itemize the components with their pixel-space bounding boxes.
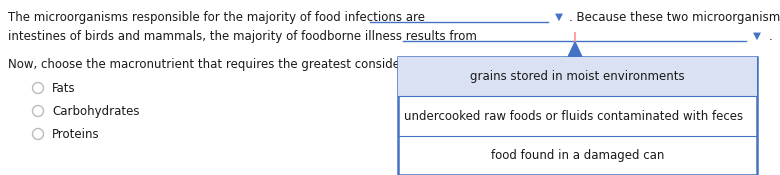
Text: intestines of birds and mammals, the majority of foodborne illness results from: intestines of birds and mammals, the maj… <box>8 30 477 43</box>
Text: ▼: ▼ <box>753 31 761 41</box>
Text: ▼: ▼ <box>555 12 563 22</box>
Bar <box>398 57 757 96</box>
Text: The microorganisms responsible for the majority of food infections are: The microorganisms responsible for the m… <box>8 11 425 24</box>
Text: Proteins: Proteins <box>52 128 100 141</box>
Text: food found in a damaged can: food found in a damaged can <box>491 149 665 162</box>
Text: . Because these two microorganisms thrive in the: . Because these two microorganisms thriv… <box>569 11 780 24</box>
Bar <box>398 57 757 175</box>
Text: Fats: Fats <box>52 82 76 95</box>
Text: Now, choose the macronutrient that requires the greatest considerations with fo: Now, choose the macronutrient that requi… <box>8 58 485 71</box>
Polygon shape <box>568 42 582 57</box>
Text: Carbohydrates: Carbohydrates <box>52 105 140 118</box>
Text: grains stored in moist environments: grains stored in moist environments <box>470 70 685 83</box>
Text: .: . <box>769 30 773 43</box>
Text: undercooked raw foods or fluids contaminated with feces: undercooked raw foods or fluids contamin… <box>404 110 743 122</box>
